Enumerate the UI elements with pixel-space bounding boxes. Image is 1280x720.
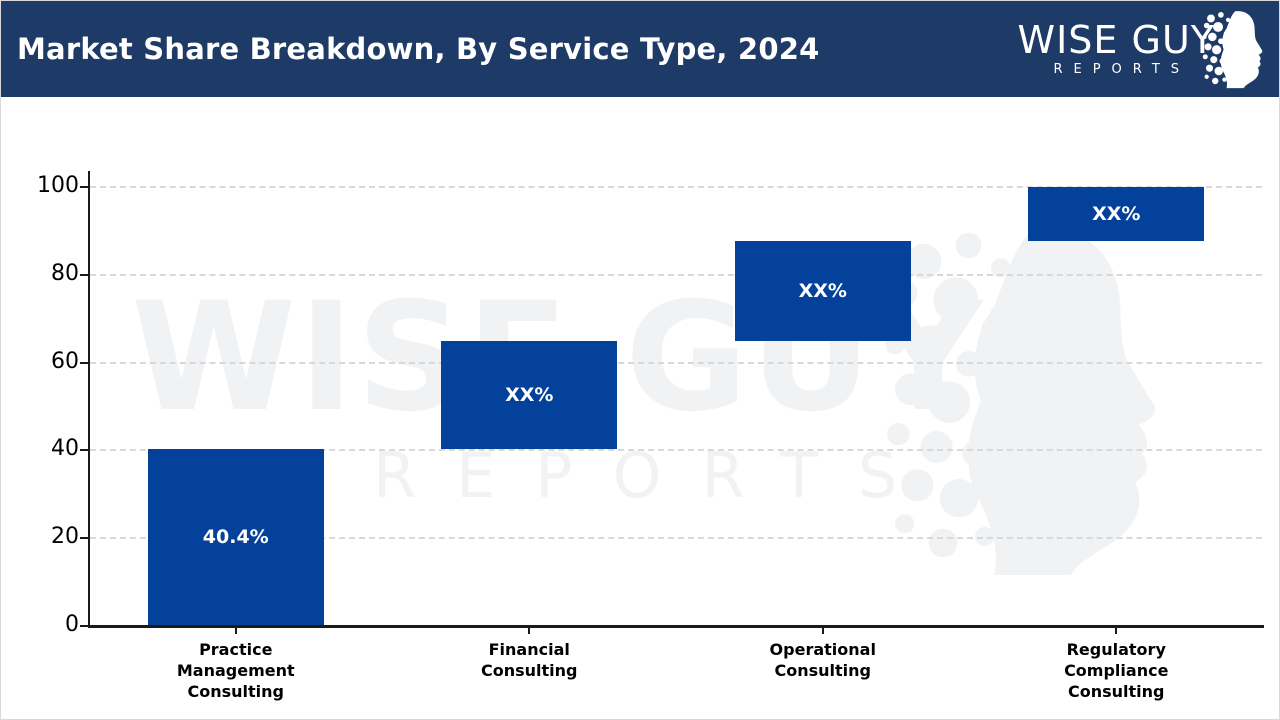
y-axis-line	[88, 171, 90, 628]
y-tick-label-80: 80	[51, 260, 79, 286]
y-tick-label-0: 0	[65, 612, 79, 637]
x-category-label: Operational Consulting	[769, 640, 876, 680]
wiseguy-logo-text: WISE GUY REPORTS	[1017, 18, 1215, 77]
x-tick-2	[821, 626, 824, 634]
dotted-head-profile-icon	[1201, 8, 1265, 90]
page-title: Market Share Breakdown, By Service Type,…	[17, 32, 820, 66]
x-axis-line	[88, 625, 1264, 628]
x-category-label: Regulatory Compliance Consulting	[1064, 640, 1169, 701]
logo-wordmark: WISE GUY	[1017, 18, 1215, 63]
logo-subtext: REPORTS	[1053, 61, 1191, 77]
y-tick-0	[80, 625, 88, 627]
watermark-subtext: REPORTS	[373, 439, 938, 512]
y-tick-80	[80, 273, 88, 276]
wiseguy-logo: WISE GUY REPORTS	[1018, 8, 1265, 90]
bar-segment: XX%	[734, 240, 911, 341]
gridline-20	[90, 537, 1262, 540]
header-band: Market Share Breakdown, By Service Type,…	[1, 1, 1279, 97]
x-tick-1	[528, 626, 531, 634]
y-tick-label-60: 60	[51, 348, 79, 374]
y-tick-20	[80, 537, 88, 540]
y-tick-label-100: 100	[37, 173, 79, 198]
bar-value-label: XX%	[798, 279, 847, 302]
y-tick-100	[80, 186, 88, 188]
x-category-label: Practice Management Consulting	[176, 640, 295, 701]
bar-segment: 40.4%	[147, 448, 324, 626]
x-tick-0	[234, 626, 237, 634]
bar-segment: XX%	[1028, 187, 1205, 241]
bar-value-label: XX%	[1092, 202, 1141, 225]
watermark-head-profile-icon	[873, 223, 1173, 575]
gridline-40	[90, 449, 1262, 452]
gridline-80	[90, 273, 1262, 276]
x-category-label: Financial Consulting	[481, 640, 578, 680]
bar-value-label: 40.4%	[202, 526, 269, 549]
gridline-100	[90, 186, 1262, 188]
bar-segment: XX%	[441, 340, 618, 449]
x-tick-3	[1115, 626, 1118, 634]
y-tick-40	[80, 449, 88, 452]
y-tick-label-20: 20	[51, 524, 79, 550]
y-tick-60	[80, 361, 88, 364]
gridline-60	[90, 361, 1262, 364]
bar-value-label: XX%	[505, 383, 554, 406]
y-tick-label-40: 40	[51, 436, 79, 462]
